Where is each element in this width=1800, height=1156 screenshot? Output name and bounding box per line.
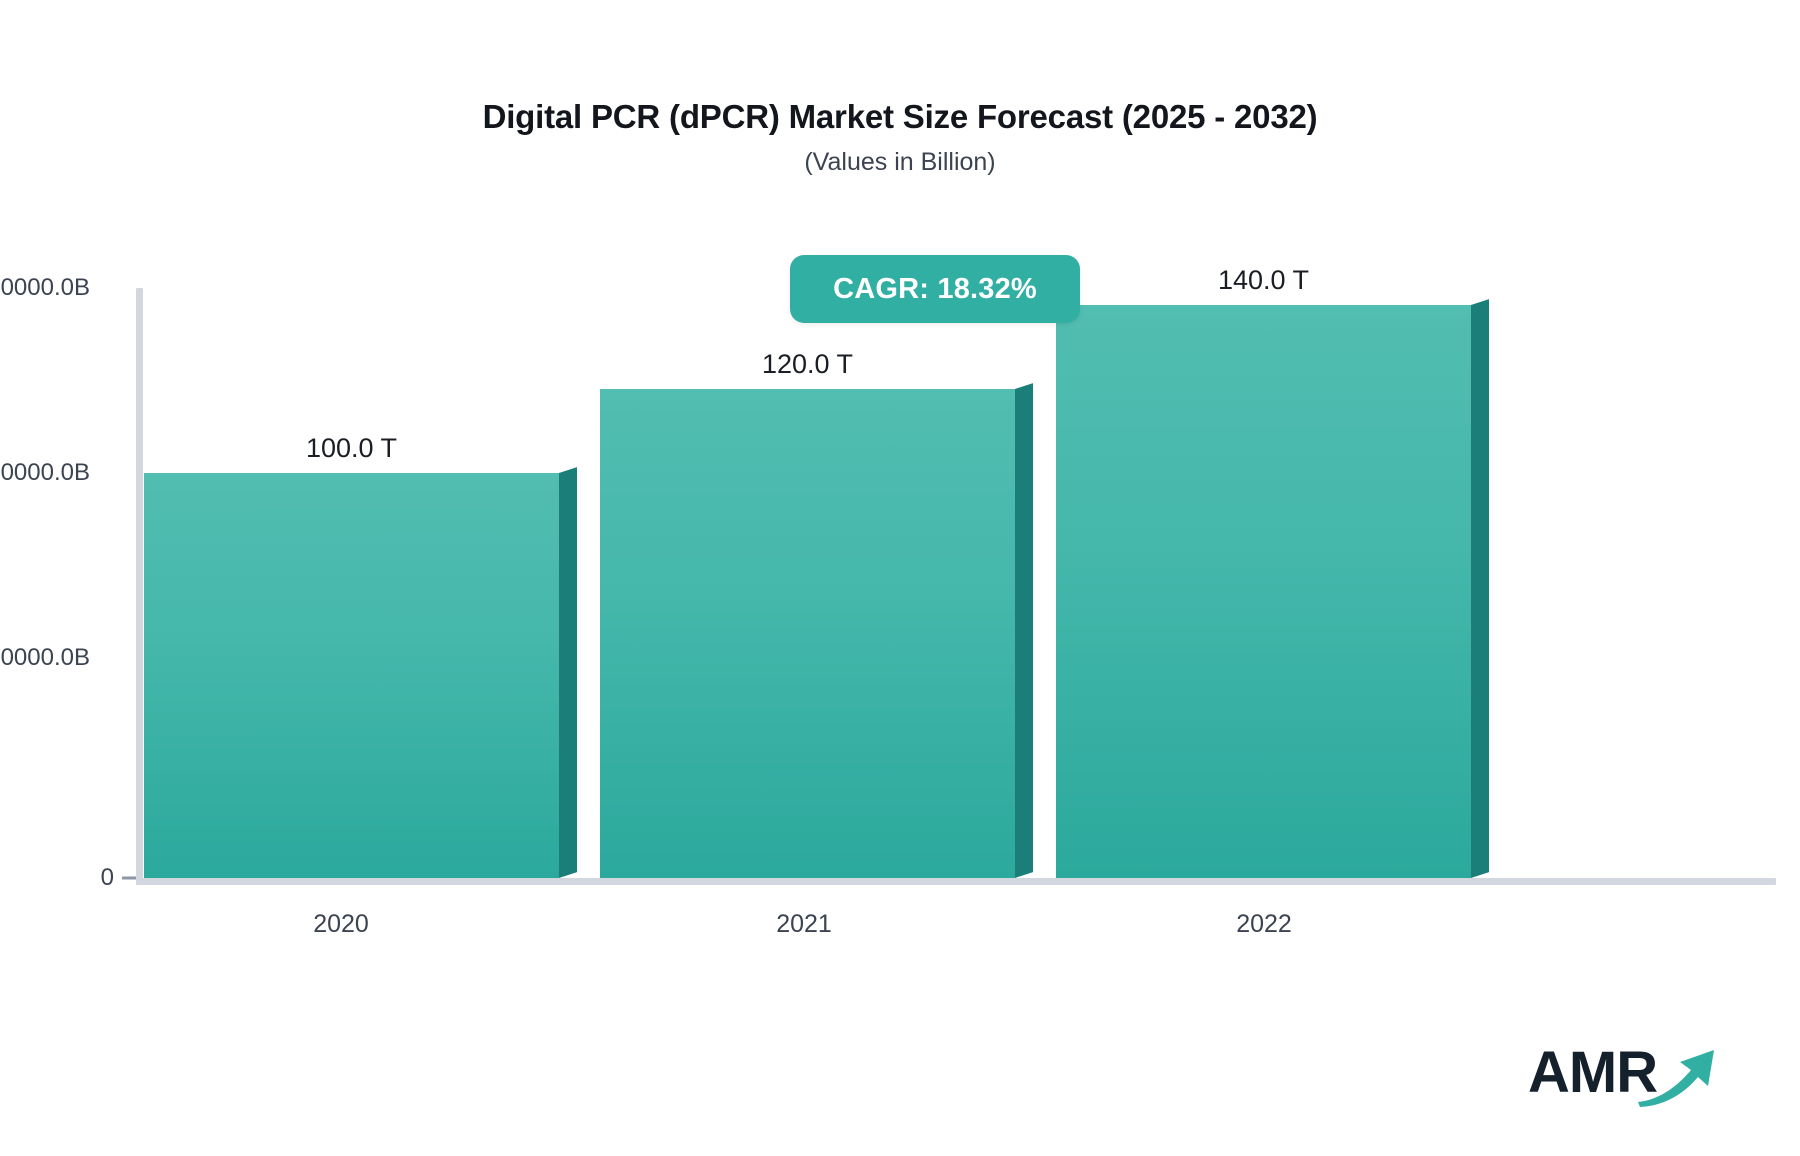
y-tick-label-50000: 50000.0B [0,644,90,671]
bar-2020-face [144,473,559,878]
chart-title: Digital PCR (dPCR) Market Size Forecast … [482,98,1318,135]
x-axis-label-2021: 2021 [776,910,832,938]
x-axis-label-2020: 2020 [313,910,369,938]
chart-subtitle: (Values in Billion) [804,148,996,176]
y-tick-dash-zero [122,876,136,880]
x-axis-line [136,878,1776,885]
y-tick-label-zero: 0 [100,864,114,891]
cagr-badge-label: CAGR: 18.32% [833,272,1037,305]
cagr-badge: CAGR: 18.32% [790,255,1080,323]
upward-arrow-icon [1638,1050,1714,1107]
x-axis-label-2022: 2022 [1236,910,1292,938]
bar-2020-side [559,467,577,878]
y-tick-label-100000: 100000.0B [0,459,90,486]
bar-2020[interactable]: 100.0 T [144,433,577,878]
amr-logo-text: AMR [1528,1040,1658,1105]
bar-2020-value-label: 100.0 T [305,433,398,463]
bar-2021[interactable]: 120.0 T [600,349,1033,878]
amr-logo: AMR [1528,1040,1714,1118]
bar-2022-side [1471,299,1489,878]
bar-2022-face [1056,305,1471,878]
y-tick-label-150000: 150000.0B [0,274,90,301]
bar-2022-value-label: 140.0 T [1217,265,1310,295]
bar-2021-face [600,389,1015,878]
y-axis-line [136,288,143,885]
bar-2022[interactable]: 140.0 T [1056,265,1489,878]
plot-area: 100.0 T 120.0 T 140.0 T [136,265,1776,885]
bar-2021-side [1015,383,1033,878]
bar-2021-value-label: 120.0 T [761,349,854,379]
